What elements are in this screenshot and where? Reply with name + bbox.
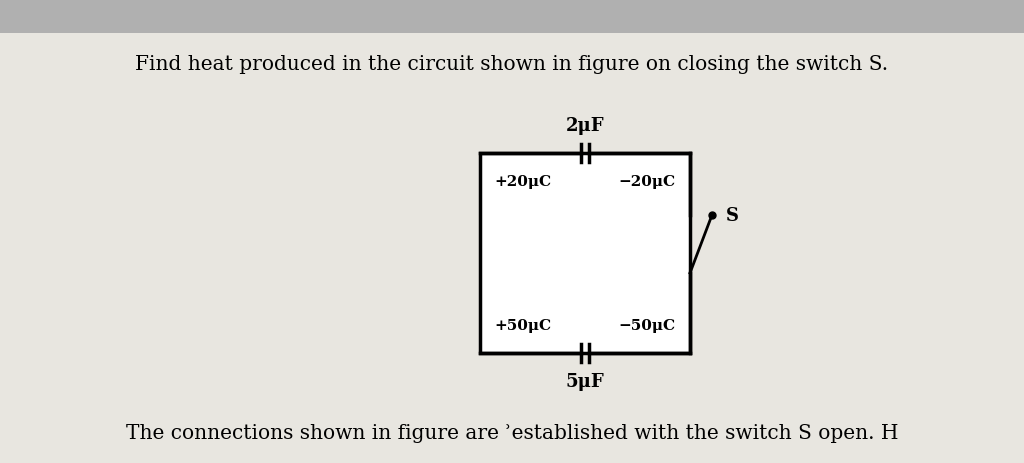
Text: +50μC: +50μC <box>494 319 551 332</box>
Text: S: S <box>726 206 739 225</box>
Text: 5μF: 5μF <box>565 372 604 390</box>
Bar <box>480 154 690 353</box>
Text: The connections shown in figure are ʾestablished with the switch S open. H: The connections shown in figure are ʾest… <box>126 424 898 443</box>
Bar <box>0 0 1024 34</box>
Text: −20μC: −20μC <box>618 175 676 188</box>
Text: Find heat produced in the circuit shown in figure on closing the switch S.: Find heat produced in the circuit shown … <box>135 54 889 73</box>
Text: −50μC: −50μC <box>618 319 676 332</box>
Text: 2μF: 2μF <box>565 117 604 135</box>
Text: +20μC: +20μC <box>494 175 551 188</box>
